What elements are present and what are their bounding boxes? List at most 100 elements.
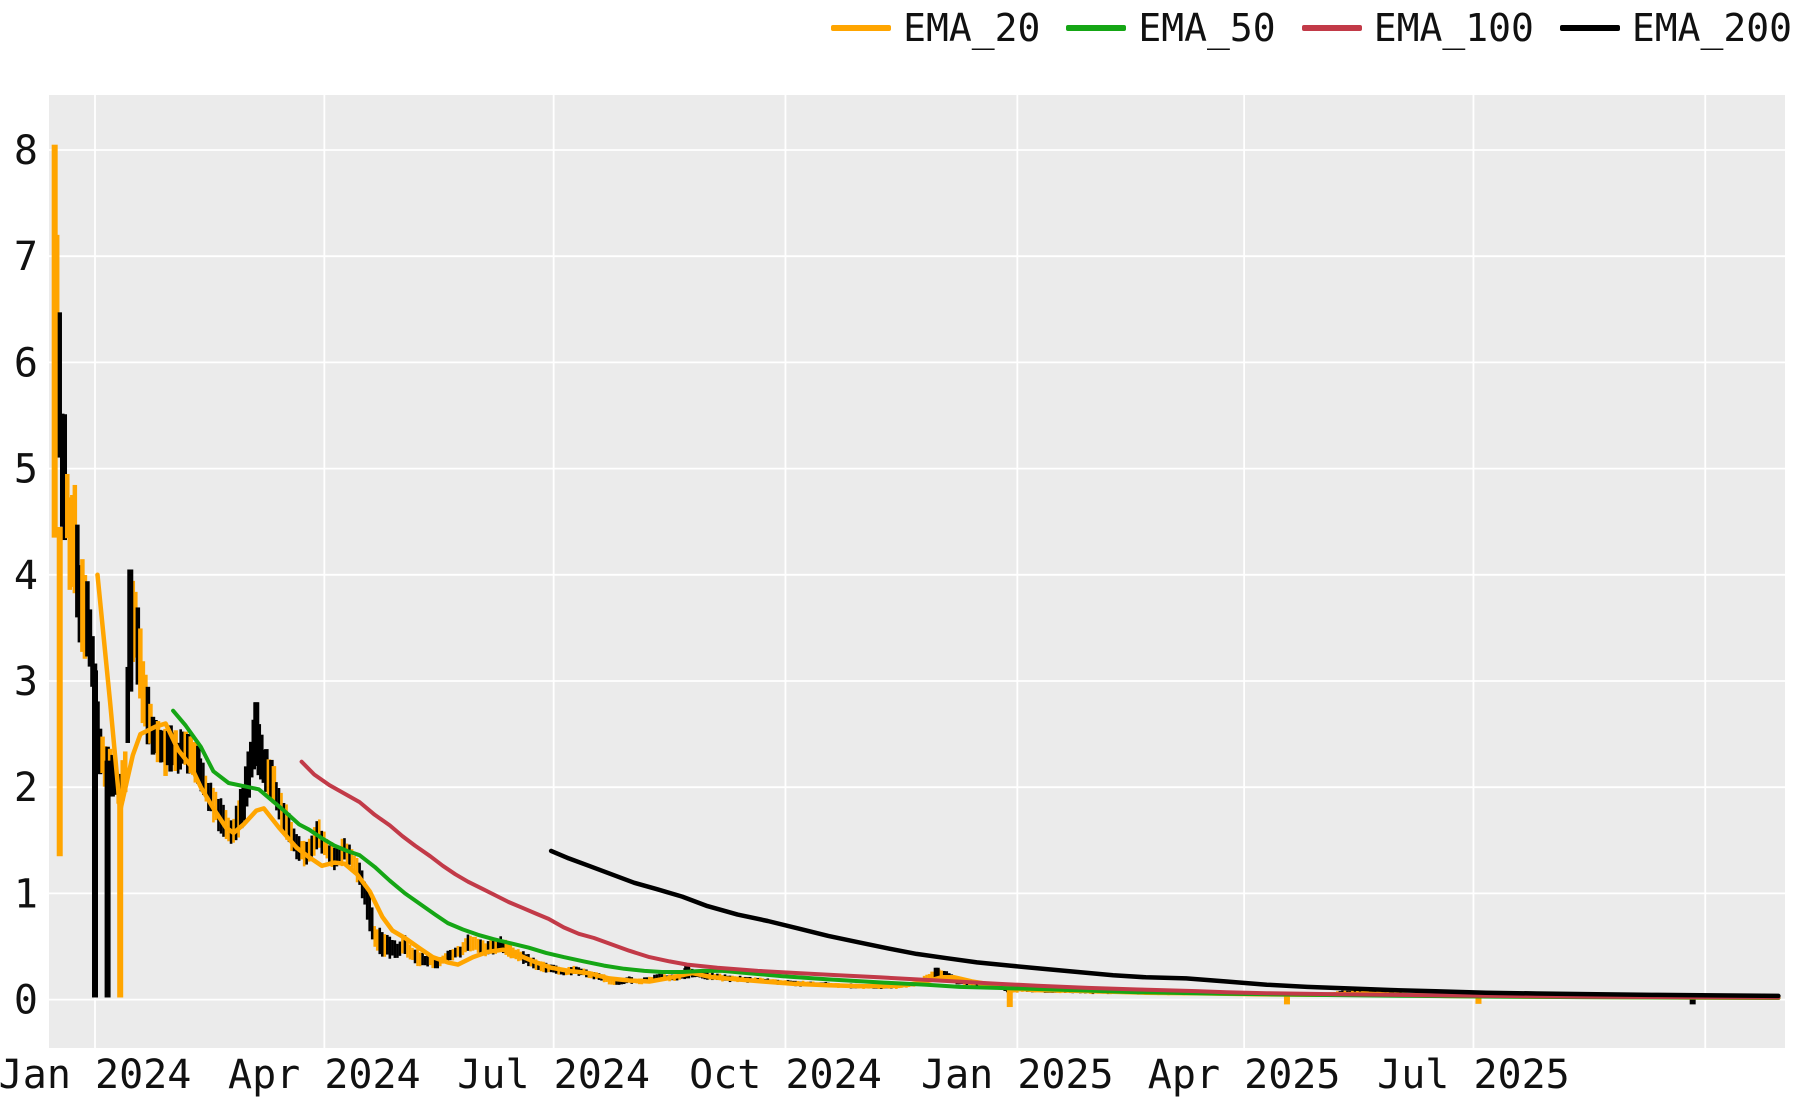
candle: [246, 751, 251, 798]
candle: [72, 484, 78, 594]
candle: [388, 936, 392, 959]
candle: [266, 759, 272, 797]
candle: [62, 414, 68, 541]
candle: [612, 978, 616, 986]
candle: [474, 936, 477, 950]
candle: [383, 934, 387, 957]
candle: [403, 935, 407, 955]
candle: [179, 729, 182, 770]
candle: [416, 948, 419, 967]
candle: [264, 749, 269, 792]
x-tick-label: Jan 2024: [0, 1052, 191, 1098]
notable-candle: [1283, 994, 1290, 1005]
x-tick-label: Jul 2025: [1377, 1052, 1570, 1098]
candle: [350, 849, 354, 868]
candle: [375, 929, 379, 951]
candle: [365, 886, 369, 920]
candle: [275, 782, 278, 811]
candle: [1356, 988, 1359, 995]
legend-item-ema-100: EMA_100: [1301, 9, 1534, 47]
candle: [120, 760, 125, 801]
candle: [214, 791, 218, 821]
ema-200-line-swatch-icon: [1559, 25, 1620, 31]
candle: [100, 736, 105, 773]
candle: [391, 939, 394, 956]
candle: [428, 955, 432, 966]
candles-and-lines-group: [51, 144, 1781, 1008]
candle: [290, 821, 293, 851]
candle: [145, 686, 151, 745]
x-tick-label: Jul 2024: [457, 1052, 650, 1098]
plot-area: [49, 95, 1785, 1048]
candle: [122, 751, 128, 793]
notable-candle: [933, 967, 940, 981]
candle: [277, 788, 281, 820]
candle: [75, 524, 80, 618]
candle: [380, 932, 384, 957]
candle: [401, 937, 404, 954]
candle: [285, 804, 288, 840]
y-tick-label: 6: [14, 340, 38, 386]
candle: [209, 782, 213, 812]
candle: [328, 845, 331, 865]
candle: [312, 827, 316, 856]
candle: [355, 857, 359, 883]
candle: [70, 494, 75, 587]
candle: [615, 978, 618, 985]
candle: [317, 819, 321, 848]
candle: [607, 977, 611, 985]
candle: [168, 725, 173, 772]
y-tick-label: 7: [14, 234, 38, 280]
y-tick-label: 0: [14, 978, 38, 1024]
candle: [499, 936, 503, 952]
candle: [248, 741, 254, 778]
candle: [436, 959, 440, 969]
notable-candle: [51, 144, 58, 538]
candle: [196, 745, 201, 784]
candle: [85, 581, 90, 657]
candle: [443, 953, 447, 963]
candle: [150, 716, 156, 755]
ema-20-line-swatch-icon: [831, 25, 892, 31]
candle: [188, 736, 194, 774]
candle: [261, 749, 267, 783]
legend-item-ema-50: EMA_50: [1066, 6, 1276, 50]
notable-candle: [1006, 986, 1013, 1008]
candle: [185, 733, 191, 774]
notable-candle: [253, 702, 260, 766]
x-tick-label: Apr 2024: [228, 1052, 421, 1098]
legend-label-ema-50: EMA_50: [1138, 6, 1276, 50]
candle: [378, 927, 382, 955]
candle: [125, 666, 131, 743]
candle: [446, 950, 450, 963]
candle: [133, 591, 138, 658]
candle: [170, 732, 176, 766]
candle: [466, 934, 470, 951]
candle: [484, 943, 487, 957]
candle: [181, 731, 185, 764]
candle: [433, 958, 437, 969]
candle: [59, 413, 65, 527]
candle: [363, 881, 366, 905]
candle: [234, 805, 238, 841]
candle: [80, 559, 85, 652]
candle: [148, 703, 153, 744]
candle: [90, 636, 95, 687]
candle: [491, 940, 495, 955]
candle: [481, 940, 485, 953]
candle: [165, 730, 171, 766]
notable-candle: [92, 670, 98, 998]
candle: [330, 842, 334, 867]
candle: [393, 940, 397, 958]
candle: [292, 828, 296, 852]
ema-100-line-swatch-icon: [1301, 25, 1362, 31]
candle: [504, 939, 508, 955]
candle: [153, 720, 158, 754]
y-tick-label: 4: [14, 553, 38, 599]
notable-candle: [1689, 995, 1696, 1005]
candle: [135, 607, 141, 685]
candle: [461, 942, 465, 956]
candle: [202, 762, 205, 796]
candle: [534, 959, 538, 970]
